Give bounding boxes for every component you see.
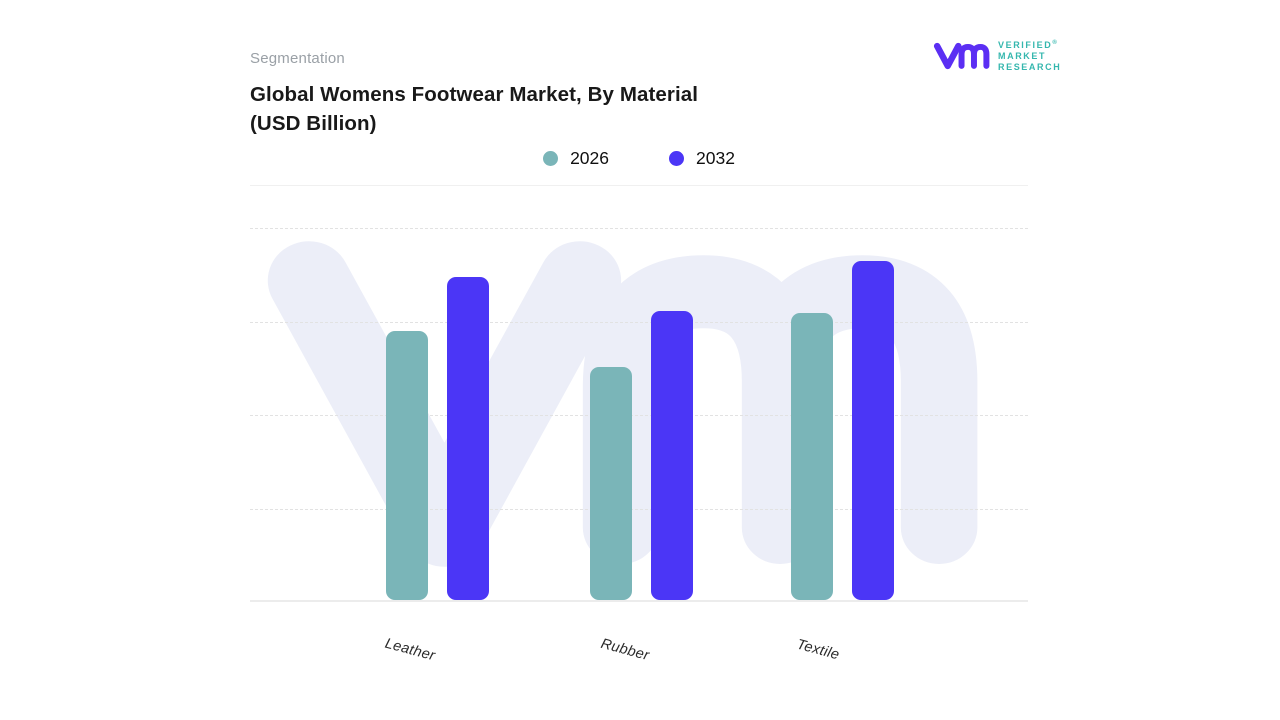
- gridline: [250, 415, 1028, 416]
- vmr-wordmark-line2: MARKET: [998, 51, 1047, 61]
- legend: 2026 2032: [250, 148, 1028, 169]
- bar-rubber-2026: [590, 367, 632, 600]
- x-axis-labels: Leather Rubber Textile: [250, 636, 1028, 686]
- vmr-monogram-icon: [933, 42, 991, 70]
- header-divider: [250, 185, 1028, 186]
- gridline: [250, 321, 1028, 323]
- legend-item-2032: 2032: [669, 148, 735, 169]
- segmentation-label: Segmentation: [250, 50, 345, 67]
- chart-title-line1: Global Womens Footwear Market, By Materi…: [250, 83, 699, 106]
- bar-leather-2032: [447, 277, 489, 600]
- vmr-wordmark-line3: RESEARCH: [998, 62, 1062, 72]
- bar-textile-2032: [852, 261, 894, 600]
- gridline: [250, 508, 1028, 510]
- legend-dot-2032: [669, 151, 684, 166]
- vmr-wordmark-line1: VERIFIED: [998, 40, 1053, 50]
- x-axis-label-leather: Leather: [383, 635, 437, 665]
- gridline: [250, 228, 1028, 229]
- legend-dot-2026: [543, 151, 559, 166]
- registered-mark: ®: [1052, 40, 1057, 46]
- chart-header: Segmentation Global Womens Footwear Mark…: [250, 50, 870, 138]
- bar-leather-2026: [386, 331, 428, 600]
- legend-label-2026: 2026: [570, 148, 609, 168]
- vmr-wordmark: VERIFIED® MARKET RESEARCH: [998, 38, 1061, 73]
- chart-title: Global Womens Footwear Market, By Materi…: [250, 80, 870, 138]
- bar-textile-2026: [791, 313, 833, 600]
- vmr-logo: VERIFIED® MARKET RESEARCH: [933, 38, 1061, 73]
- legend-item-2026: 2026: [543, 148, 609, 169]
- legend-label-2032: 2032: [696, 148, 735, 168]
- plot-area: [250, 228, 1028, 602]
- bar-rubber-2032: [651, 311, 693, 600]
- x-axis-label-rubber: Rubber: [599, 635, 651, 665]
- chart-title-line2: (USD Billion): [250, 112, 377, 135]
- x-axis-label-textile: Textile: [794, 636, 842, 664]
